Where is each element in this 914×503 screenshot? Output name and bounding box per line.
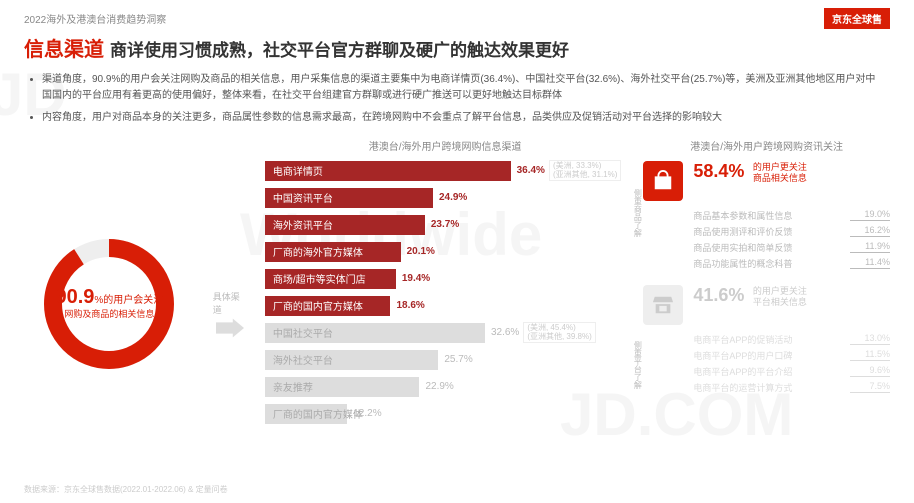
title-highlight: 信息渠道 [24, 39, 104, 61]
bar: 电商详情页 [265, 161, 511, 181]
donut-line2: 网购及商品的相关信息 [64, 309, 154, 321]
bullet-item: 内容角度，用户对商品本身的关注更多，商品属性参数的信息需求最高，在跨境网购中不会… [42, 110, 884, 126]
bar: 亲友推荐 [265, 377, 420, 397]
mini-value: 13.0% [850, 333, 890, 345]
mini-label: 商品使用实拍和简单反馈 [693, 241, 850, 254]
bar-note: (美洲, 45.4%)(亚洲其他, 39.8%) [523, 322, 595, 344]
bar-row: 厂商的海外官方媒体 20.1% [265, 240, 625, 263]
bar-row: 亲友推荐 22.9% [265, 375, 625, 398]
mini-value: 11.4% [850, 257, 890, 269]
bar-row: 厂商的国内官方媒体 18.6% [265, 294, 625, 317]
bag-icon [643, 161, 683, 201]
mini-value: 11.9% [850, 241, 890, 253]
bar-value: 19.4% [402, 273, 430, 284]
bar-row: 中国资讯平台 24.9% [265, 186, 625, 209]
donut-suffix: %的用户会关注 [94, 295, 163, 306]
arrow-icon [216, 318, 244, 338]
mini-label: 商品使用测评和评价反馈 [693, 225, 850, 238]
mini-label: 商品基本参数和属性信息 [693, 209, 850, 222]
right-panel: 港澳台/海外用户跨境网购资讯关注 58.4% 的用户更关注商品相关信息 商品基本… [643, 138, 890, 429]
bar-row: 厂商的国内官方媒体 12.2% [265, 402, 625, 425]
page-title: 信息渠道商详使用习惯成熟，社交平台官方群聊及硬广的触达效果更好 [24, 33, 890, 62]
breadcrumb: 2022海外及港澳台消费趋势洞察 [24, 11, 166, 26]
bar-row: 中国社交平台 32.6% (美洲, 45.4%)(亚洲其他, 39.8%) [265, 321, 625, 344]
red-pct: 58.4% [693, 161, 744, 181]
bar-value: 36.4% [517, 165, 545, 176]
mini-row: 商品使用实拍和简单反馈11.9% [693, 239, 890, 255]
mini-row: 商品使用测评和评价反馈16.2% [693, 223, 890, 239]
red-desc: 的用户更关注商品相关信息 [753, 162, 807, 184]
mini-label: 电商平台的运营计算方式 [693, 381, 850, 394]
grey-pct: 41.6% [693, 285, 744, 305]
donut-chart: 90.9%的用户会关注 网购及商品的相关信息 [39, 234, 179, 374]
title-text: 商详使用习惯成熟，社交平台官方群聊及硬广的触达效果更好 [110, 41, 569, 60]
side-label-grey: 侧重平台了解 [632, 341, 643, 389]
bar-row: 海外资讯平台 23.7% [265, 213, 625, 236]
mini-value: 11.5% [850, 349, 890, 361]
arrow-label: 具体渠道 [213, 290, 247, 316]
bar: 厂商的海外官方媒体 [265, 242, 401, 262]
mini-label: 商品功能属性的概念科普 [693, 257, 850, 270]
mini-row: 电商平台的运营计算方式7.5% [693, 379, 890, 395]
bar: 中国社交平台 [265, 323, 485, 343]
bar-value: 18.6% [396, 300, 424, 311]
bar: 厂商的国内官方媒体 [265, 404, 347, 424]
bar-value: 32.6% [491, 327, 519, 338]
bullet-list: 渠道角度，90.9%的用户会关注网购及商品的相关信息，用户采集信息的渠道主要集中… [0, 62, 914, 138]
mini-value: 9.6% [850, 365, 890, 377]
bar: 中国资讯平台 [265, 188, 433, 208]
mini-row: 商品功能属性的概念科普11.4% [693, 255, 890, 271]
bar-row: 商场/超市等实体门店 19.4% [265, 267, 625, 290]
middle-panel: 港澳台/海外用户跨境网购信息渠道 侧重商品了解 电商详情页36.4%(美洲, 3… [265, 138, 625, 429]
mini-label: 电商平台APP的用户口碑 [693, 349, 850, 362]
mini-row: 电商平台APP的用户口碑11.5% [693, 347, 890, 363]
bar: 海外社交平台 [265, 350, 438, 370]
mini-label: 电商平台APP的平台介绍 [693, 365, 850, 378]
footer-source: 数据来源：京东全球售数据(2022.01-2022.06) & 定量问卷 [24, 484, 228, 495]
bar-row: 电商详情页 36.4% (美洲, 33.3%)(亚洲其他, 31.1%) [265, 159, 625, 182]
mini-row: 商品基本参数和属性信息19.0% [693, 207, 890, 223]
mini-row: 电商平台APP的促销活动13.0% [693, 331, 890, 347]
bar-value: 12.2% [353, 408, 381, 419]
bar: 厂商的国内官方媒体 [265, 296, 391, 316]
left-panel: 90.9%的用户会关注 网购及商品的相关信息 [24, 138, 195, 429]
bar-note: (美洲, 33.3%)(亚洲其他, 31.1%) [549, 160, 621, 182]
bar-row: 海外社交平台 25.7% [265, 348, 625, 371]
right-title: 港澳台/海外用户跨境网购资讯关注 [643, 138, 890, 153]
donut-pct: 90.9 [55, 286, 94, 308]
bar: 商场/超市等实体门店 [265, 269, 396, 289]
bar: 海外资讯平台 [265, 215, 425, 235]
mini-value: 7.5% [850, 381, 890, 393]
bar-value: 22.9% [425, 381, 453, 392]
bar-value: 24.9% [439, 192, 467, 203]
grey-desc: 的用户更关注平台相关信息 [753, 286, 807, 308]
store-icon [643, 285, 683, 325]
bar-value: 20.1% [407, 246, 435, 257]
middle-title: 港澳台/海外用户跨境网购信息渠道 [265, 138, 625, 153]
bar-value: 23.7% [431, 219, 459, 230]
mini-label: 电商平台APP的促销活动 [693, 333, 850, 346]
bullet-item: 渠道角度，90.9%的用户会关注网购及商品的相关信息，用户采集信息的渠道主要集中… [42, 72, 884, 104]
bar-value: 25.7% [444, 354, 472, 365]
logo: 京东全球售 [824, 8, 890, 29]
side-label-red: 侧重商品了解 [632, 189, 643, 237]
mini-value: 16.2% [850, 225, 890, 237]
mini-value: 19.0% [850, 209, 890, 221]
mini-row: 电商平台APP的平台介绍9.6% [693, 363, 890, 379]
